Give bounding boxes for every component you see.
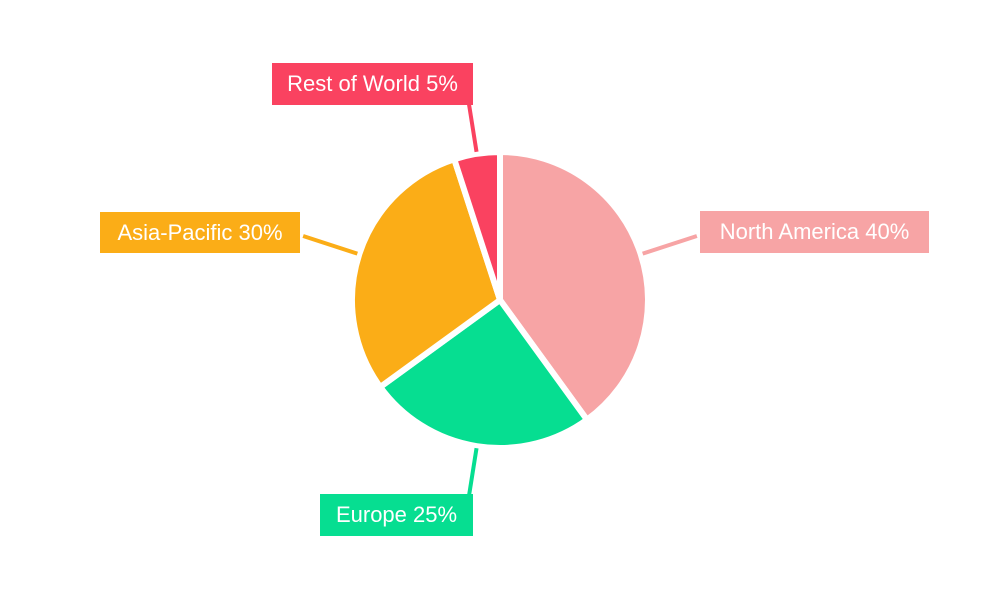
pie-slice-north-america[interactable] [497,149,651,423]
slice-label-rest-of-world: Rest of World 5% [272,63,473,105]
pie-slice-europe[interactable] [377,297,590,451]
pie-slice-asia-pacific[interactable] [349,156,503,390]
leader-line-north-america [642,234,698,256]
pie-slice-rest-of-world[interactable] [451,149,503,303]
slice-label-europe: Europe 25% [320,494,473,536]
slice-label-north-america: North America 40% [700,211,929,253]
slice-label-asia-pacific: Asia-Pacific 30% [100,212,300,253]
leader-line-asia-pacific [302,234,358,256]
